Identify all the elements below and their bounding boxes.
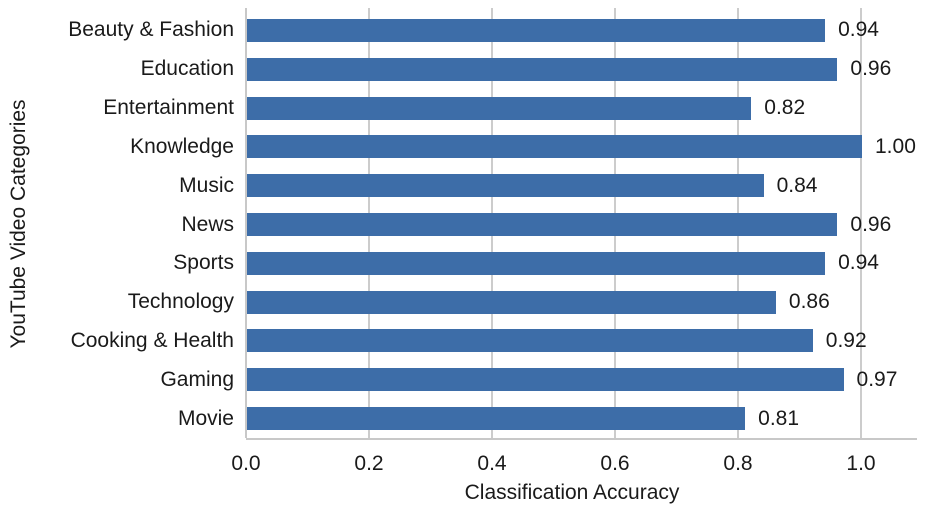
x-axis-label: Classification Accuracy [464,481,680,504]
y-tick-label: Education [140,57,234,81]
bar-value-label: 0.96 [850,57,892,81]
y-tick-label: Knowledge [130,134,234,158]
y-tick-label: Cooking & Health [70,328,234,352]
x-tick-label: 0.4 [477,452,507,475]
bar-value-label: 1.00 [875,134,916,158]
y-tick-label: Sports [173,251,234,275]
bar [247,57,838,81]
bar-value-label: 0.96 [850,212,892,236]
y-tick-label: Music [179,173,234,197]
bar [247,251,826,275]
y-tick-label: Technology [127,290,234,314]
bar-value-label: 0.81 [758,406,800,430]
gridline [860,8,862,438]
bar-value-label: 0.94 [838,18,879,42]
bar [247,174,764,198]
bar [247,96,752,120]
bar [247,213,838,236]
bar-value-label: 0.82 [764,96,806,120]
y-tick-label: Beauty & Fashion [68,18,234,42]
bar-value-label: 0.84 [776,173,818,197]
x-tick-label: 0.8 [723,452,753,475]
bar [247,407,746,431]
y-tick-label: Entertainment [103,96,234,120]
bar [247,18,826,42]
y-axis-spine [245,8,247,438]
x-tick-label: 0.6 [600,452,630,475]
bar [247,368,844,392]
x-tick-label: 0.0 [231,452,261,475]
x-tick-label: 0.2 [354,452,384,475]
y-tick-label: Gaming [160,367,234,391]
bar-value-label: 0.86 [788,290,830,314]
y-tick-label: News [181,212,234,236]
x-axis-spine [246,438,917,440]
bar-value-label: 0.97 [856,367,898,391]
x-tick-label: 1.0 [846,452,876,475]
bar-value-label: 0.92 [825,328,867,352]
y-tick-label: Movie [177,406,234,430]
bar [247,329,813,353]
bar-value-label: 0.94 [838,251,879,275]
bar [247,135,862,159]
bar [247,290,776,314]
